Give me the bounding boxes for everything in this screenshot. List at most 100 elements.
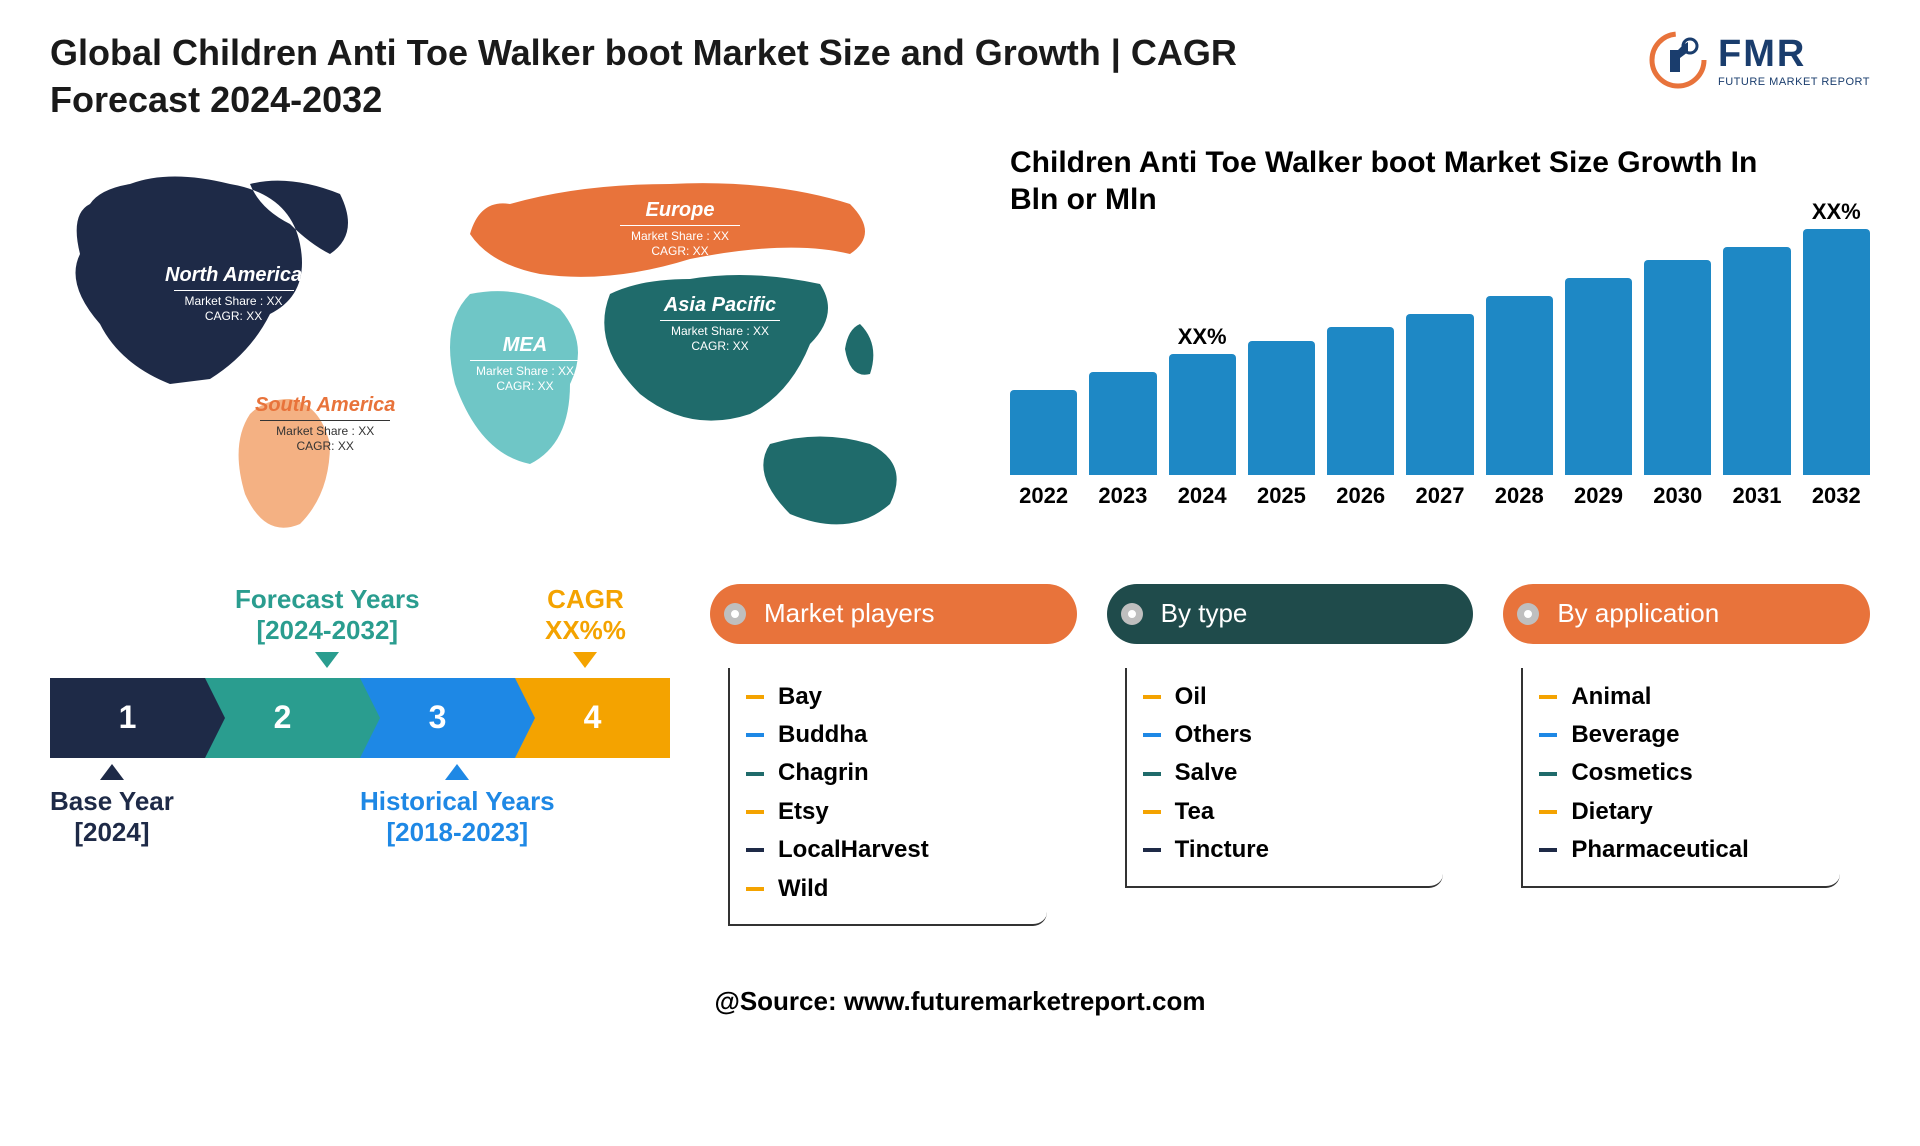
bar-column: 2029 (1565, 278, 1632, 508)
page-title: Global Children Anti Toe Walker boot Mar… (50, 30, 1330, 124)
bar-year-label: 2025 (1257, 483, 1306, 509)
timeline-segment: 2 (205, 678, 360, 758)
bar-annotation: XX% (1812, 199, 1861, 225)
bar (1644, 260, 1711, 474)
bar-column: 2027 (1406, 314, 1473, 509)
region-eu: Europe Market Share : XX CAGR: XX (620, 199, 740, 260)
tick-icon (1539, 733, 1557, 737)
category-item-label: Dietary (1571, 793, 1652, 831)
region-ap: Asia Pacific Market Share : XX CAGR: XX (660, 294, 780, 355)
dot-icon (1121, 603, 1143, 625)
bar-column: 2030 (1644, 260, 1711, 508)
bar-column: 2022 (1010, 390, 1077, 509)
category-item-label: Wild (778, 870, 828, 908)
category-item: Chagrin (746, 754, 1047, 792)
tick-icon (1143, 848, 1161, 852)
bar (1565, 278, 1632, 474)
category-item: Beverage (1539, 716, 1840, 754)
bar-year-label: 2026 (1336, 483, 1385, 509)
bar-year-label: 2028 (1495, 483, 1544, 509)
tick-icon (1539, 695, 1557, 699)
category-item-label: Buddha (778, 716, 867, 754)
tick-icon (1539, 810, 1557, 814)
category-item-label: Chagrin (778, 754, 869, 792)
chart-title: Children Anti Toe Walker boot Market Siz… (1010, 144, 1870, 219)
world-map: North America Market Share : XX CAGR: XX… (50, 144, 970, 544)
category-header-label: By type (1161, 598, 1248, 629)
bar-year-label: 2027 (1415, 483, 1464, 509)
category-list: OilOthersSalveTeaTincture (1125, 668, 1444, 888)
bar-year-label: 2030 (1653, 483, 1702, 509)
bar-year-label: 2031 (1733, 483, 1782, 509)
category-item-label: Tincture (1175, 831, 1269, 869)
tick-icon (1539, 772, 1557, 776)
category-item: Tincture (1143, 831, 1444, 869)
timeline-bottom-label: Historical Years[2018-2023] (360, 764, 555, 848)
dot-icon (724, 603, 746, 625)
source-attribution: @Source: www.futuremarketreport.com (50, 986, 1870, 1017)
bar-column: 2031 (1723, 247, 1790, 509)
category-item: Others (1143, 716, 1444, 754)
logo: FMR FUTURE MARKET REPORT (1648, 30, 1870, 90)
bar-year-label: 2029 (1574, 483, 1623, 509)
bar (1406, 314, 1473, 475)
tick-icon (746, 695, 764, 699)
dot-icon (1517, 603, 1539, 625)
category-item: LocalHarvest (746, 831, 1047, 869)
timeline-top-label: Forecast Years[2024-2032] (235, 584, 420, 668)
bar-column: XX%2032 (1803, 229, 1870, 509)
category-item-label: Others (1175, 716, 1252, 754)
category-item: Animal (1539, 678, 1840, 716)
category-item-label: Oil (1175, 678, 1207, 716)
timeline: Forecast Years[2024-2032] CAGRXX%% 1234 B… (50, 584, 670, 864)
category-header: By application (1503, 584, 1870, 644)
timeline-bottom-label: Base Year[2024] (50, 764, 174, 848)
bar (1169, 354, 1236, 475)
bar-column: 2025 (1248, 341, 1315, 509)
category-item-label: LocalHarvest (778, 831, 929, 869)
tick-icon (746, 887, 764, 891)
bar (1010, 390, 1077, 475)
category-item-label: Cosmetics (1571, 754, 1692, 792)
category-item: Bay (746, 678, 1047, 716)
category-list: BayBuddhaChagrinEtsyLocalHarvestWild (728, 668, 1047, 926)
category-item: Dietary (1539, 793, 1840, 831)
category-item: Cosmetics (1539, 754, 1840, 792)
category-header-label: Market players (764, 598, 935, 629)
timeline-top-label: CAGRXX%% (545, 584, 626, 668)
bar (1723, 247, 1790, 475)
timeline-segment: 3 (360, 678, 515, 758)
category-item: Pharmaceutical (1539, 831, 1840, 869)
bar (1803, 229, 1870, 475)
bar-year-label: 2024 (1178, 483, 1227, 509)
bar-column: 2026 (1327, 327, 1394, 508)
logo-icon (1648, 30, 1708, 90)
logo-text-main: FMR (1718, 33, 1870, 76)
category-item: Wild (746, 870, 1047, 908)
tick-icon (1539, 848, 1557, 852)
category-item-label: Pharmaceutical (1571, 831, 1748, 869)
tick-icon (1143, 733, 1161, 737)
tick-icon (1143, 810, 1161, 814)
tick-icon (1143, 695, 1161, 699)
bar (1327, 327, 1394, 474)
bar (1486, 296, 1553, 475)
bar-column: 2023 (1089, 372, 1156, 509)
bar-annotation: XX% (1178, 324, 1227, 350)
category-header-label: By application (1557, 598, 1719, 629)
category-box: By type OilOthersSalveTeaTincture (1107, 584, 1474, 926)
bar-year-label: 2022 (1019, 483, 1068, 509)
category-item: Salve (1143, 754, 1444, 792)
timeline-segment: 1 (50, 678, 205, 758)
tick-icon (746, 810, 764, 814)
category-item-label: Beverage (1571, 716, 1679, 754)
bar-column: XX%2024 (1169, 354, 1236, 509)
tick-icon (746, 772, 764, 776)
region-na: North America Market Share : XX CAGR: XX (165, 264, 302, 325)
category-header: Market players (710, 584, 1077, 644)
category-list: AnimalBeverageCosmeticsDietaryPharmaceut… (1521, 668, 1840, 888)
tick-icon (1143, 772, 1161, 776)
category-item: Etsy (746, 793, 1047, 831)
timeline-segment: 4 (515, 678, 670, 758)
bar-column: 2028 (1486, 296, 1553, 509)
